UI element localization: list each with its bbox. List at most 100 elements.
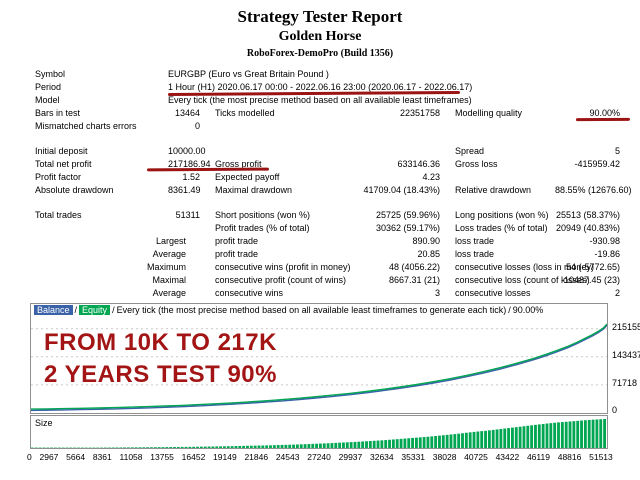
report-header: Strategy Tester Report Golden Horse Robo…	[0, 0, 640, 59]
equity-curve-svg	[31, 323, 607, 412]
legend-model-text: Every tick (the most precise method base…	[116, 305, 507, 315]
stat-label: consecutive losses	[455, 287, 531, 298]
stat-value: 90.00%	[589, 107, 621, 118]
stat-label: Profit factor	[35, 171, 82, 182]
stat-value: 25513 (58.37%)	[556, 209, 621, 220]
stat-label: consecutive losses (loss in money)	[455, 261, 595, 272]
stat-empty	[200, 144, 345, 157]
x-axis-label: 2967	[39, 452, 59, 462]
stat-value: 48 (4056.22)	[388, 261, 440, 272]
stat-value: 8667.31 (21)	[388, 274, 440, 285]
annotation-overlay: FROM 10K TO 217K 2 YEARS TEST 90%	[44, 327, 277, 391]
stat-label: consecutive wins	[215, 287, 284, 298]
legend-separator: /	[508, 305, 511, 315]
stat-value: 890.90	[412, 235, 440, 246]
balance-legend-chip: Balance	[34, 305, 73, 315]
legend-separator: /	[74, 305, 78, 315]
stat-keyword: Average	[152, 287, 186, 298]
stat-value: 2	[615, 287, 621, 298]
legend-separator: /	[112, 305, 115, 315]
row-deposit-spread: Initial deposit 10000.00 Spread 5	[35, 144, 620, 157]
stat-value: 1.52	[182, 171, 200, 182]
stat-keyword: Largest	[155, 235, 186, 246]
row-maximum: Maximum consecutive wins (profit in mone…	[35, 260, 620, 273]
row-profit-loss-trades: Profit trades (% of total) 30362 (59.17%…	[35, 221, 620, 234]
stat-label: consecutive wins (profit in money)	[215, 261, 351, 272]
stat-empty	[200, 119, 620, 132]
x-axis-label: 43422	[495, 452, 520, 462]
stat-label: Profit trades (% of total)	[215, 222, 310, 233]
annotation-line2: 2 YEARS TEST 90%	[44, 361, 277, 388]
x-axis-label: 16452	[181, 452, 206, 462]
stat-label: Short positions (won %)	[215, 209, 311, 220]
stat-value: 22351758	[399, 107, 440, 118]
stat-value: -930.98	[589, 235, 621, 246]
stat-value: 54 (-5772.65)	[566, 261, 621, 272]
x-axis: 0 2967 5664 8361 11058 13755 16452 19149 21846 24…	[27, 452, 613, 462]
stat-empty	[555, 170, 620, 183]
stat-label: Spread	[455, 145, 485, 156]
equity-legend-chip: Equity	[79, 305, 111, 315]
stat-label: Mismatched charts errors	[35, 120, 137, 131]
stat-value: 20949 (40.83%)	[556, 222, 621, 233]
row-avg-consecutive: Average consecutive wins 3 consecutive l…	[35, 286, 620, 299]
stat-label: loss trade	[455, 235, 495, 246]
stat-value: 51311	[175, 209, 200, 220]
size-panel-label: Size	[35, 418, 53, 428]
stat-value: 0	[194, 120, 200, 131]
stat-label: Ticks modelled	[215, 107, 275, 118]
row-total-trades: Total trades 51311 Short positions (won …	[35, 208, 620, 221]
stat-label: Expected payoff	[215, 171, 280, 182]
stat-label: Initial deposit	[35, 145, 88, 156]
y-axis-label: 0	[612, 405, 618, 415]
stat-label: profit trade	[215, 235, 259, 246]
stat-value: 25725 (59.96%)	[375, 209, 440, 220]
stat-empty	[345, 144, 440, 157]
x-axis-label: 8361	[92, 452, 112, 462]
stat-label: Modelling quality	[455, 107, 523, 118]
x-axis-label: 11058	[119, 452, 143, 462]
stat-label: consecutive loss (count of losses)	[455, 274, 590, 285]
x-axis-label: 40725	[464, 452, 488, 462]
row-period: Period 1 Hour (H1) 2020.06.17 00:00 - 20…	[35, 80, 620, 93]
stat-label: Model	[35, 94, 60, 105]
stat-keyword: Average	[152, 248, 186, 259]
row-average-trade: Average profit trade 20.85 loss trade -1…	[35, 247, 620, 260]
x-axis-label: 32634	[370, 452, 394, 462]
stat-value: -415959.42	[574, 158, 621, 169]
row-profit: Total net profit 217186.94 Gross profit …	[35, 157, 620, 170]
stat-label: consecutive profit (count of wins)	[215, 274, 347, 285]
balance-chart: Balance / Equity / Every tick (the most prec…	[30, 303, 608, 414]
y-axis-label: 71718	[612, 378, 638, 388]
stat-value: EURGBP (Euro vs Great Britain Pound )	[168, 68, 329, 79]
x-axis-label: 27240	[307, 452, 331, 462]
stat-label: Gross loss	[455, 158, 498, 169]
x-axis-label: 46119	[526, 452, 550, 462]
row-model: Model Every tick (the most precise metho…	[35, 93, 620, 106]
stat-label: Bars in test	[35, 107, 81, 118]
row-factor-payoff: Profit factor 1.52 Expected payoff 4.23	[35, 170, 620, 183]
report-title: Strategy Tester Report	[237, 7, 403, 26]
stat-label: Symbol	[35, 68, 66, 79]
x-axis-label: 48816	[557, 452, 582, 462]
stat-value: 1 Hour (H1) 2020.06.17 00:00 - 2022.06.1…	[168, 81, 473, 92]
x-axis-label: 13755	[150, 452, 174, 462]
x-axis-label: 51513	[589, 452, 613, 462]
stat-value: 20.85	[417, 248, 440, 259]
stat-label: Long positions (won %)	[455, 209, 549, 220]
stat-empty	[440, 170, 555, 183]
stat-label: Maximal drawdown	[215, 184, 293, 195]
stat-value: 8361.49	[168, 184, 201, 195]
annotation-line1: FROM 10K TO 217K	[44, 329, 277, 356]
stat-value: 4.23	[422, 171, 440, 182]
stat-keyword: Maximum	[146, 261, 186, 272]
stat-value: -19.86	[594, 248, 621, 259]
stat-value: 5	[615, 145, 621, 156]
stat-value: 41709.04 (18.43%)	[363, 184, 440, 195]
equity-plot: FROM 10K TO 217K 2 YEARS TEST 90%	[31, 319, 607, 413]
x-axis-label: 21846	[244, 452, 269, 462]
size-panel: Size	[30, 415, 608, 449]
stat-label: Total net profit	[35, 158, 92, 169]
red-underline-quality	[575, 117, 631, 122]
stat-value: 217186.94	[168, 158, 211, 169]
